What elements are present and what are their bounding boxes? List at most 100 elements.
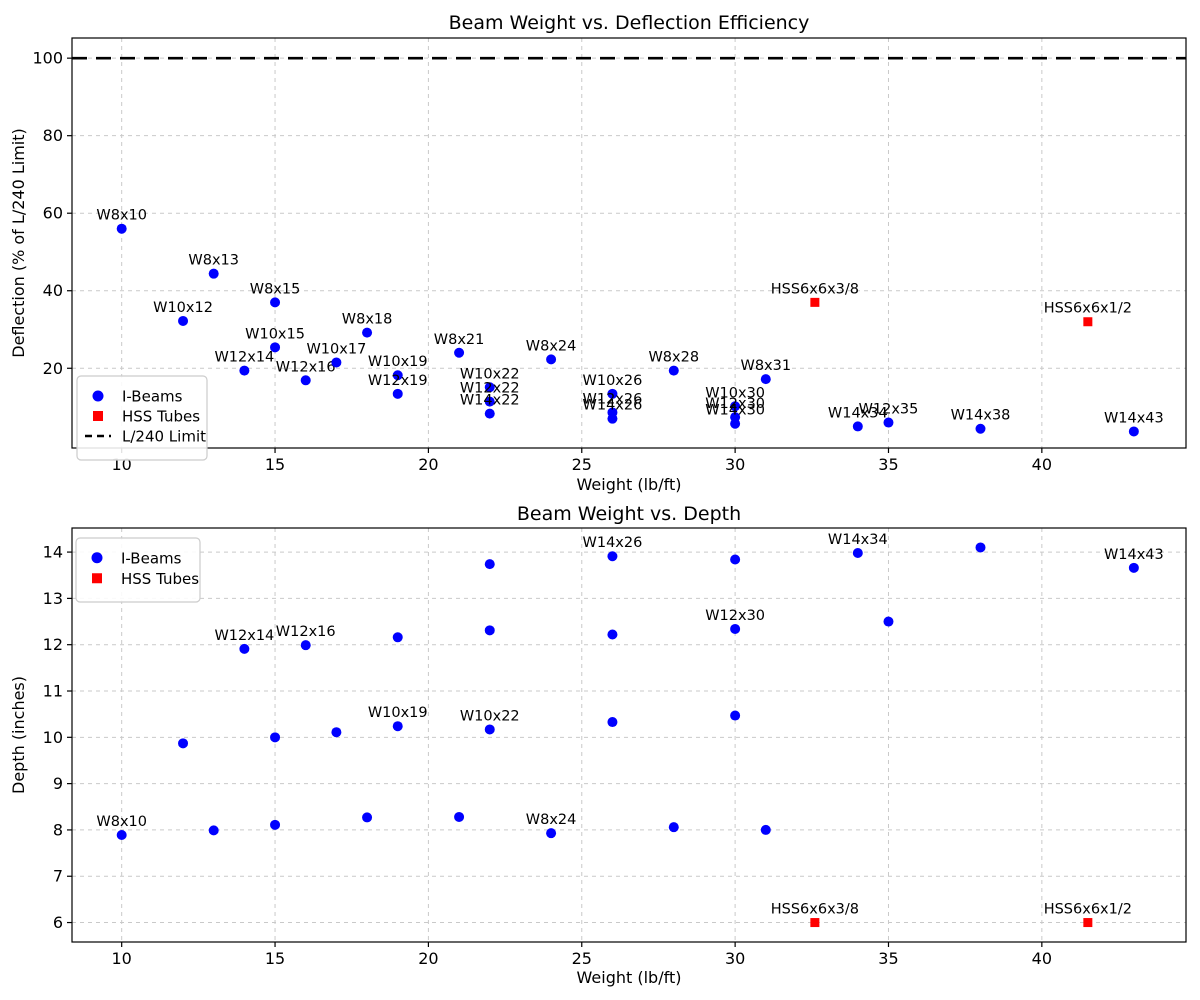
data-point: [668, 365, 679, 376]
data-point-label: W8x24: [526, 338, 577, 354]
data-point-label: W8x24: [526, 812, 577, 828]
data-point: [607, 413, 618, 424]
data-point-label: W8x18: [342, 312, 393, 328]
y-axis-label: Depth (inches): [9, 676, 28, 794]
data-point: [270, 342, 281, 353]
x-tick-label: 10: [112, 949, 132, 968]
data-point-label: W10x30: [705, 385, 765, 401]
data-point: [975, 423, 986, 434]
data-point: [178, 738, 189, 749]
data-point: [1128, 426, 1139, 437]
legend-label: L/240 Limit: [122, 428, 206, 446]
data-point-label: W14x43: [1104, 410, 1164, 426]
data-point: [484, 382, 495, 393]
data-point-label: W8x10: [96, 814, 147, 830]
data-point-label: W8x13: [188, 253, 239, 269]
data-point: [484, 559, 495, 570]
legend-label: I-Beams: [122, 388, 183, 406]
data-point: [454, 811, 465, 822]
data-point: [1083, 918, 1093, 928]
data-point: [975, 542, 986, 553]
data-point-label: HSS6x6x1/2: [1044, 301, 1132, 317]
depth-chart: 10 15 20 25 30 35 40 6 7 8 9 10 11 12 13 14 Beam Weight …: [9, 503, 1187, 987]
y-tick-label: 40: [43, 281, 63, 300]
data-point: [239, 365, 250, 376]
y-tick-label: 60: [43, 204, 63, 223]
data-point-label: W12x30: [705, 396, 765, 412]
data-point: [116, 223, 127, 234]
y-tick-label: 7: [53, 867, 63, 886]
data-point: [607, 551, 618, 562]
data-point: [116, 830, 127, 841]
y-tick-label: 6: [53, 913, 63, 932]
y-tick-label: 8: [53, 820, 63, 839]
data-point: [760, 824, 771, 835]
x-tick-label: 25: [572, 949, 592, 968]
data-point: [362, 327, 373, 338]
data-point-label: W12x16: [276, 359, 336, 375]
x-tick-label: 35: [878, 455, 898, 474]
data-point-label: W14x43: [1104, 547, 1164, 563]
data-point: [270, 732, 281, 743]
data-point-label: W12x35: [859, 402, 919, 418]
data-point: [300, 640, 311, 651]
x-axis-label: Weight (lb/ft): [577, 968, 682, 987]
data-point-label: W10x19: [368, 354, 428, 370]
data-point-label: HSS6x6x3/8: [771, 281, 859, 297]
data-point: [607, 629, 618, 640]
data-point: [760, 374, 771, 385]
data-point: [300, 375, 311, 386]
data-point-label: W8x10: [96, 208, 147, 224]
data-point-label: HSS6x6x1/2: [1044, 902, 1132, 918]
data-point-label: HSS6x6x3/8: [771, 902, 859, 918]
x-tick-label: 15: [265, 949, 285, 968]
data-point: [484, 724, 495, 735]
data-point-label: W10x22: [460, 366, 520, 382]
data-point: [810, 297, 820, 307]
legend-marker-square: [92, 573, 102, 584]
data-point: [392, 632, 403, 643]
data-point: [331, 727, 342, 738]
data-point: [883, 616, 894, 627]
legend-label: HSS Tubes: [121, 570, 199, 588]
y-axis-label: Deflection (% of L/240 Limit): [9, 128, 28, 358]
data-point-label: W14x22: [460, 393, 520, 409]
data-point: [852, 421, 863, 432]
data-point-label: W8x28: [648, 350, 699, 366]
legend-box: [76, 375, 208, 461]
data-point: [607, 388, 618, 399]
data-point: [270, 297, 281, 308]
data-point-label: W12x22: [460, 381, 520, 397]
data-point: [730, 401, 741, 412]
data-point-label: W14x26: [583, 535, 643, 551]
x-tick-label: 25: [572, 455, 592, 474]
data-point-label: W14x34: [828, 532, 888, 548]
data-point: [239, 643, 250, 654]
data-point: [208, 268, 219, 279]
data-point: [730, 623, 741, 634]
data-point-label: W12x19: [368, 373, 428, 389]
data-point: [208, 825, 219, 836]
data-point-label: W10x12: [153, 300, 213, 316]
data-point: [730, 418, 741, 429]
y-tick-label: 14: [43, 543, 63, 562]
data-point: [484, 396, 495, 407]
x-tick-label: 35: [878, 949, 898, 968]
y-tick-label: 100: [32, 49, 63, 68]
legend-label: HSS Tubes: [122, 408, 200, 426]
chart-title: Beam Weight vs. Depth: [517, 503, 741, 525]
y-tick-label: 20: [43, 359, 63, 378]
data-point: [178, 315, 189, 326]
data-point-label: W14x30: [705, 403, 765, 419]
data-point: [454, 347, 465, 358]
legend-marker-square: [93, 411, 103, 421]
legend: I-Beams HSS Tubes L/240 Limit: [76, 375, 208, 461]
legend-label: I-Beams: [121, 549, 182, 567]
y-tick-label: 11: [43, 682, 63, 701]
data-point: [484, 625, 495, 636]
y-tick-label: 9: [53, 774, 63, 793]
data-point: [270, 819, 281, 830]
